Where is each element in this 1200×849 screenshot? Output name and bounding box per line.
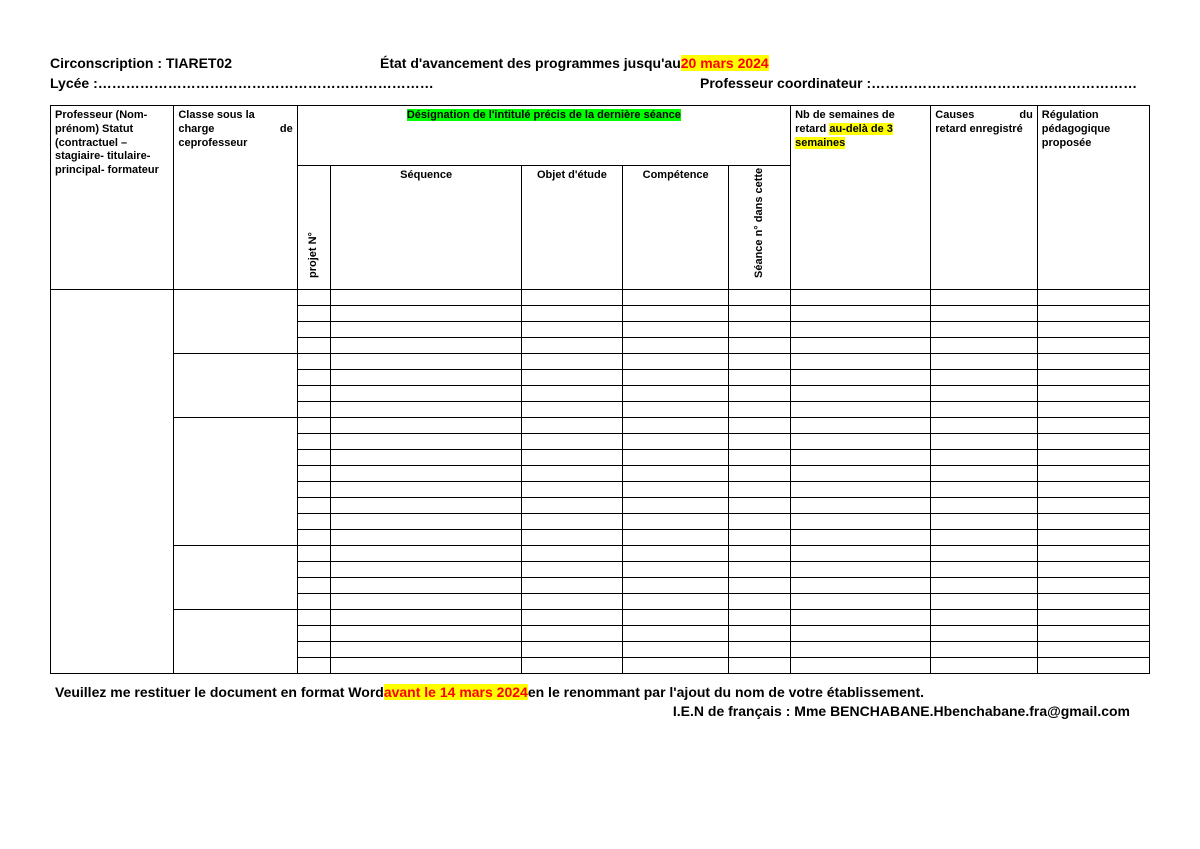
table-row — [51, 609, 1150, 625]
cell-classe — [174, 417, 297, 545]
etat-avancement: État d'avancement des programmes jusqu'a… — [380, 55, 1150, 71]
cell-competence — [622, 289, 729, 305]
table-row — [51, 353, 1150, 369]
table-row — [51, 289, 1150, 305]
page: Circonscription : TIARET02 État d'avance… — [0, 0, 1200, 849]
col-classe-text-3: de — [280, 123, 293, 137]
etat-date: 20 mars 2024 — [681, 55, 769, 71]
col-designation-text: Désignation de l'intitulé précis de la d… — [407, 109, 681, 121]
footer1-suffix: en le renommant par l'ajout du nom de vo… — [528, 684, 924, 700]
col-sequence-text: Séquence — [400, 169, 452, 181]
col-seance: Séance n° dans cette compétence — [729, 166, 791, 290]
footer2-text: I.E.N de français : Mme BENCHABANE.Hbenc… — [673, 703, 1130, 719]
lycee-label: Lycée : — [50, 75, 98, 91]
col-professeur-text: Professeur (Nom-prénom) Statut (contract… — [55, 109, 159, 176]
table-row — [51, 545, 1150, 561]
cell-sequence — [331, 289, 522, 305]
col-sequence: Séquence — [331, 166, 522, 290]
col-causes-3: retard enregistré — [935, 123, 1022, 135]
header-row-1: Professeur (Nom-prénom) Statut (contract… — [51, 106, 1150, 166]
col-objet-text: Objet d'étude — [537, 169, 607, 181]
circ-value: TIARET02 — [166, 55, 232, 71]
cell-regulation — [1037, 289, 1149, 305]
etat-prefix: État d'avancement des programmes jusqu'a… — [380, 55, 681, 71]
col-objet: Objet d'étude — [521, 166, 622, 290]
lycee-dots: ……………………………………………………………… — [98, 75, 434, 91]
col-classe-text-2: charge — [178, 123, 214, 137]
col-classe-text-4: ceprofesseur — [178, 137, 247, 149]
col-causes-2: du — [1019, 109, 1032, 123]
header-line-1: Circonscription : TIARET02 État d'avance… — [50, 55, 1150, 71]
col-professeur: Professeur (Nom-prénom) Statut (contract… — [51, 106, 174, 290]
main-table: Professeur (Nom-prénom) Statut (contract… — [50, 105, 1150, 674]
col-causes-1: Causes — [935, 109, 974, 123]
cell-projet — [297, 289, 331, 305]
cell-causes — [931, 289, 1038, 305]
cell-seance — [729, 289, 791, 305]
col-competence-text: Compétence — [643, 169, 709, 181]
cell-objet — [521, 289, 622, 305]
col-nb-semaines: Nb de semaines de retard au-delà de 3 se… — [791, 106, 931, 290]
col-projet-text: projet N° — [307, 170, 321, 280]
col-competence: Compétence — [622, 166, 729, 290]
cell-classe — [174, 289, 297, 353]
cell-classe — [174, 353, 297, 417]
col-classe-text-1: Classe sous la — [178, 109, 254, 121]
col-designation: Désignation de l'intitulé précis de la d… — [297, 106, 790, 166]
col-classe: Classe sous la charge de ceprofesseur — [174, 106, 297, 290]
cell-classe — [174, 545, 297, 609]
cell-prof — [51, 289, 174, 673]
footer-line-2: I.E.N de français : Mme BENCHABANE.Hbenc… — [50, 703, 1150, 719]
footer1-prefix: Veuillez me restituer le document en for… — [55, 684, 384, 700]
lycee: Lycée :……………………………………………………………… — [50, 75, 700, 91]
coordinateur: Professeur coordinateur :………………………………………… — [700, 75, 1150, 91]
cell-nb — [791, 289, 931, 305]
col-regulation-text: Régulation pédagogique proposée — [1042, 109, 1110, 149]
header-line-2: Lycée :……………………………………………………………… Professe… — [50, 75, 1150, 91]
cell-classe — [174, 609, 297, 673]
col-causes: Causes du retard enregistré — [931, 106, 1038, 290]
col-regulation: Régulation pédagogique proposée — [1037, 106, 1149, 290]
col-seance-text: Séance n° dans cette compétence — [753, 170, 767, 280]
col-projet: projet N° — [297, 166, 331, 290]
table-row — [51, 417, 1150, 433]
footer-line-1: Veuillez me restituer le document en for… — [50, 684, 1150, 700]
coord-label: Professeur coordinateur : — [700, 75, 871, 91]
circ-label: Circonscription : — [50, 55, 162, 71]
coord-dots: ………………………………………………… — [871, 75, 1137, 91]
circonscription: Circonscription : TIARET02 — [50, 55, 380, 71]
footer1-hl: avant le 14 mars 2024 — [384, 684, 528, 700]
